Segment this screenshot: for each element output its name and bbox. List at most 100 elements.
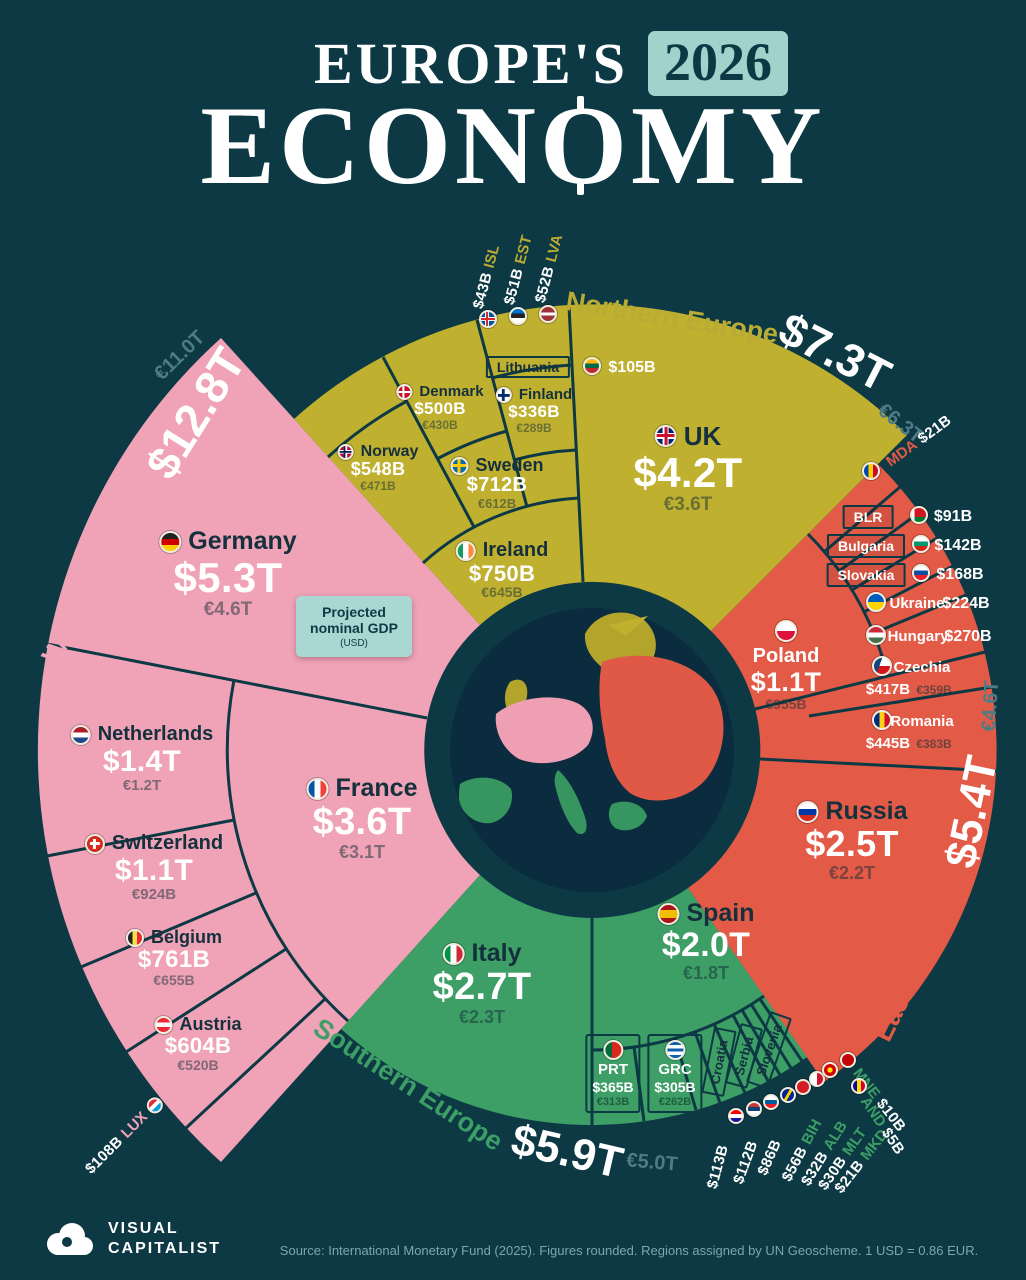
cloud-logo-icon <box>47 1223 93 1255</box>
title-year-badge: 2026 <box>648 31 789 96</box>
ireland-flag-icon <box>455 540 476 561</box>
austria-label: Austria $604B €520B <box>154 1014 242 1073</box>
dollar-stroke-top <box>577 96 584 110</box>
switzerland-label: Switzerland $1.1T €924B <box>84 832 223 903</box>
netherlands-label: Netherlands $1.4T €1.2T <box>70 723 213 794</box>
france-flag-icon <box>306 777 329 800</box>
lithuania-usd: $105B <box>608 359 656 376</box>
andorra-flag-icon <box>851 1078 867 1094</box>
czechia-flag-icon <box>872 656 892 676</box>
globe-western <box>495 697 593 764</box>
visual-capitalist-logo: VISUAL CAPITALIST <box>40 1218 221 1260</box>
bulgaria-flag-icon <box>912 535 930 553</box>
romania-eur: €383B <box>916 737 952 751</box>
russia-flag-icon <box>796 800 819 823</box>
denmark-flag-icon <box>396 384 413 401</box>
romania-name: Romania <box>890 713 954 730</box>
portugal-box: PRT $365B €313B <box>585 1034 641 1113</box>
ireland-label: Ireland $750B €645B <box>455 539 548 600</box>
title-europes: EUROPE'S <box>313 31 629 96</box>
croatia-flag-icon <box>728 1108 744 1124</box>
spain-flag-icon <box>657 902 680 925</box>
globe-arrow-decoration <box>608 616 648 636</box>
denmark-label: Denmark $500B €430B <box>396 383 484 432</box>
switzerland-flag-icon <box>84 833 105 854</box>
eastern-europe-eur-label: €4.6T <box>977 679 1004 733</box>
sweden-flag-icon <box>450 456 469 475</box>
italy-flag-icon <box>442 942 465 965</box>
belarus-flag-icon <box>910 506 928 524</box>
country-dividers <box>46 305 997 1130</box>
ukraine-usd: $224B <box>942 595 990 612</box>
france-label: France $3.6T €3.1T <box>306 775 417 862</box>
portugal-flag-icon <box>602 1040 623 1060</box>
title-economy: ECONOMY <box>200 84 826 208</box>
hungary-flag-icon <box>866 625 886 645</box>
globe-eastern <box>599 655 724 801</box>
belgium-label: Belgium $761B €655B <box>125 927 222 988</box>
moldova-flag-icon <box>862 462 880 480</box>
bulgaria-box: Bulgaria <box>826 534 906 558</box>
austria-flag-icon <box>154 1015 173 1034</box>
lithuania-flag-icon <box>583 357 601 375</box>
dollar-stroke-bottom <box>577 180 584 195</box>
slovakia-flag-icon <box>912 564 930 582</box>
finland-label: Finland $336B €289B <box>495 386 572 435</box>
southern-europe-sector <box>341 875 807 1126</box>
western-europe-sector <box>37 338 481 1162</box>
malta-flag-icon <box>809 1071 825 1087</box>
ukraine-name: Ukraine <box>889 595 945 612</box>
estonia-flag-icon <box>509 307 527 325</box>
globe-balkans <box>608 801 647 831</box>
norway-flag-icon <box>337 443 354 460</box>
slovakia-box: Slovakia <box>826 563 906 587</box>
eastern-europe-sector <box>688 464 997 1082</box>
iceland-flag-icon <box>479 310 497 328</box>
header: EUROPE'S 2026 <box>38 30 1026 97</box>
globe-italy <box>554 770 587 835</box>
ukraine-flag-icon <box>866 592 886 612</box>
globe-iberia <box>459 777 513 824</box>
north-macedonia-flag-icon <box>822 1062 838 1078</box>
germany-flag-icon <box>159 530 182 553</box>
russia-label: Russia $2.5T €2.2T <box>796 798 907 883</box>
albania-flag-icon <box>795 1079 811 1095</box>
source-note: Source: International Monetary Fund (202… <box>279 1243 979 1258</box>
sweden-label: Sweden $712B €612B <box>450 455 544 511</box>
northern-europe-sector <box>294 304 907 631</box>
slovenia-flag-icon <box>763 1094 779 1110</box>
hungary-usd: $270B <box>944 628 992 645</box>
czechia-eur: €359B <box>916 683 952 697</box>
bulgaria-usd: $142B <box>934 537 982 554</box>
poland-label: Poland $1.1T €955B <box>750 645 822 712</box>
romania-flag-icon <box>872 710 892 730</box>
southern-europe-eur-label: €5.0T <box>625 1149 679 1176</box>
belgium-flag-icon <box>125 928 144 947</box>
greece-box: GRC $305B €262B <box>647 1034 703 1113</box>
belarus-box: BLR <box>842 505 894 529</box>
spain-label: Spain $2.0T €1.8T <box>657 900 755 983</box>
germany-label: Germany $5.3T €4.6T <box>159 528 297 621</box>
czechia-name: Czechia <box>893 659 951 676</box>
latvia-flag-icon <box>539 305 557 323</box>
romania-usd: $445B <box>865 735 911 752</box>
gdp-annotation: Projected nominal GDP (USD) <box>296 596 412 658</box>
greece-flag-icon <box>664 1040 685 1060</box>
uk-label: UK $4.2T €3.6T <box>633 421 743 516</box>
belarus-usd: $91B <box>933 508 973 525</box>
italy-label: Italy $2.7T €2.3T <box>432 939 532 1028</box>
serbia-flag-icon <box>746 1101 762 1117</box>
czechia-usd: $417B <box>865 681 911 698</box>
montenegro-flag-icon <box>840 1052 856 1068</box>
hungary-name: Hungary <box>887 628 949 645</box>
norway-label: Norway $548B €471B <box>337 443 418 493</box>
uk-flag-icon <box>654 425 677 448</box>
bosnia-flag-icon <box>780 1087 796 1103</box>
netherlands-flag-icon <box>70 724 91 745</box>
slovakia-usd: $168B <box>936 566 984 583</box>
lithuania-box: Lithuania <box>485 356 571 378</box>
poland-flag-icon <box>775 620 797 642</box>
globe-map <box>459 612 724 835</box>
